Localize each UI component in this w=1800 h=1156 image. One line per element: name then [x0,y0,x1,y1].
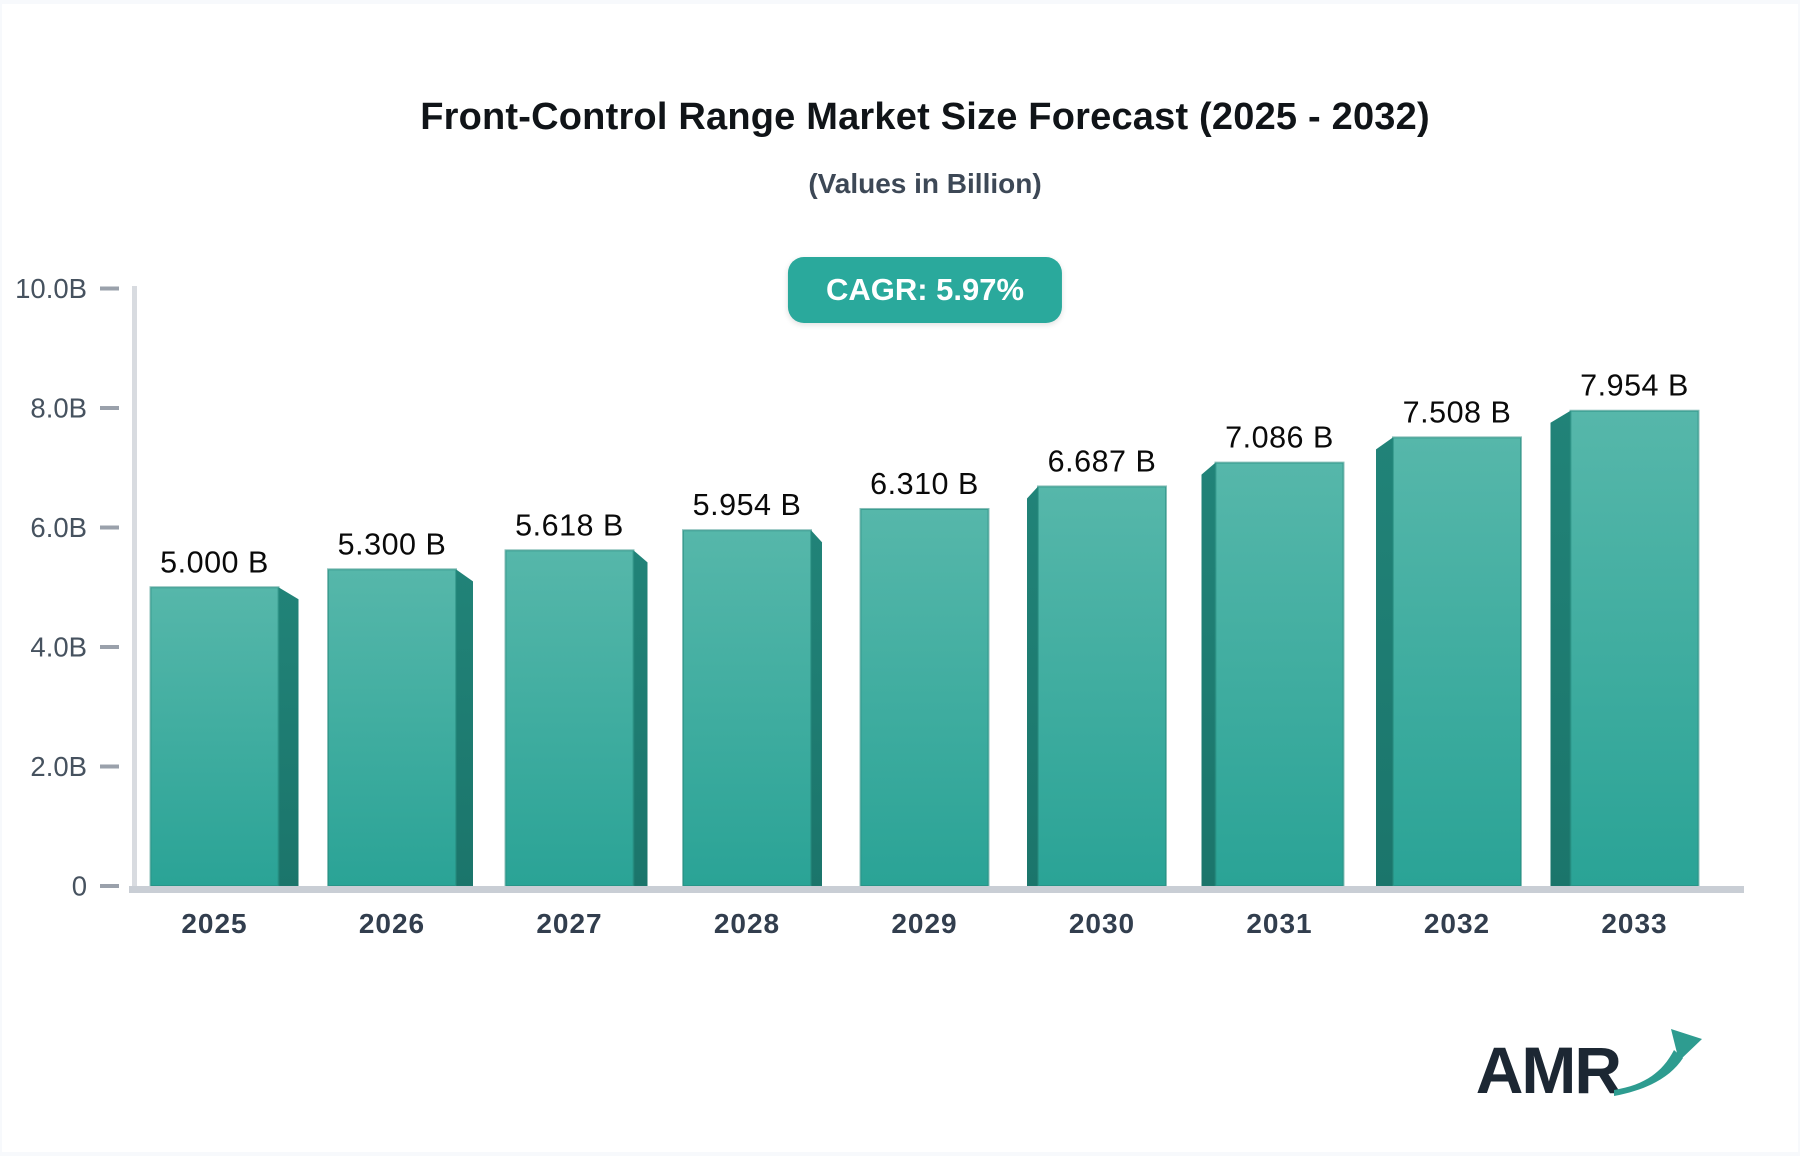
y-tick-label: 0 [72,871,87,902]
bar-side-face [278,587,299,886]
bar-2027 [504,549,648,888]
x-axis-labels: 2025 2026 2027 2028 2029 2030 2031 2032 2033 [181,908,1667,939]
bar-value-labels: 5.000 B 5.300 B 5.618 B 5.954 B 6.310 B 6.687… [160,369,1689,580]
x-axis-label: 2025 [181,908,247,939]
growth-arrow-icon [1614,1029,1702,1096]
y-tick-label: 4.0B [30,632,87,663]
bar-side-face [1376,437,1393,886]
bar-value-label: 6.687 B [1048,444,1157,478]
bar-value-label: 5.618 B [515,508,624,542]
bar-value-label: 7.086 B [1225,421,1334,455]
bar-front-face [1037,485,1167,887]
bar-value-label: 5.000 B [160,545,269,579]
bar-side-face [1027,486,1038,886]
bar-2029 [859,507,990,887]
bar-2031 [1201,461,1345,887]
bar-2033 [1550,409,1700,887]
chart-subtitle: (Values in Billion) [808,168,1042,199]
x-axis-label: 2027 [536,908,602,939]
bar-front-face [1214,461,1345,887]
bar-front-face [1392,436,1522,887]
y-tick-label: 10.0B [15,273,87,304]
bar-value-label: 7.954 B [1580,369,1689,403]
bar-front-face [682,529,812,887]
cagr-badge: CAGR: 5.97% [787,257,1063,323]
bar-front-face [327,568,457,887]
y-tick-label: 2.0B [30,751,87,782]
left-border-line [0,0,2,1156]
y-tick-label: 6.0B [30,512,87,543]
x-axis-label: 2032 [1424,908,1490,939]
bar-front-face [859,507,990,887]
bar-2028 [682,529,822,887]
bars [149,409,1700,888]
x-axis-label: 2030 [1069,908,1135,939]
x-axis-label: 2026 [359,908,425,939]
bar-side-face [1201,462,1216,886]
bar-value-label: 6.310 B [870,467,979,501]
x-axis-label: 2028 [714,908,780,939]
x-axis-label: 2029 [891,908,957,939]
bar-2026 [327,568,473,887]
bar-side-face [456,569,473,886]
bar-side-face [811,530,822,886]
x-axis-label: 2031 [1246,908,1312,939]
y-axis-ticks: 0 2.0B 4.0B 6.0B 8.0B 10.0B [15,273,119,902]
right-border-line [1798,0,1800,1156]
bar-front-face [149,586,280,887]
bar-side-face [633,550,648,886]
bar-front-face [504,549,635,888]
x-axis-label: 2033 [1601,908,1667,939]
top-border-line [0,0,1800,4]
bar-value-label: 5.300 B [338,527,447,561]
amr-logo: AMR [1475,1029,1704,1108]
bar-front-face [1569,409,1700,887]
chart-title: Front-Control Range Market Size Forecast… [420,96,1430,138]
bar-2032 [1376,436,1522,887]
bottom-border-line [0,1152,1800,1156]
bar-value-label: 5.954 B [693,488,802,522]
bar-side-face [1550,410,1571,886]
y-tick-label: 8.0B [30,393,87,424]
amr-logo-text: AMR [1475,1033,1622,1107]
bar-2030 [1027,485,1167,887]
bar-value-label: 7.508 B [1403,395,1512,429]
bar-2025 [149,586,299,887]
